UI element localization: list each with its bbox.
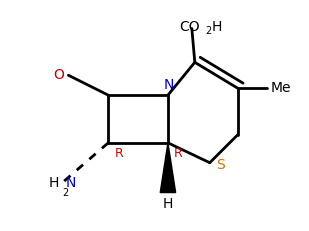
Text: H: H: [163, 197, 173, 211]
Text: CO: CO: [180, 20, 200, 34]
Text: R: R: [173, 147, 182, 160]
Text: H: H: [212, 20, 222, 34]
Text: H: H: [49, 176, 59, 190]
Text: Me: Me: [271, 81, 291, 95]
Text: 2: 2: [62, 188, 68, 198]
Text: N: N: [66, 176, 77, 190]
Text: N: N: [164, 78, 174, 92]
Polygon shape: [160, 143, 176, 192]
Text: R: R: [114, 147, 123, 160]
Text: S: S: [216, 158, 225, 172]
Text: 2: 2: [206, 26, 212, 36]
Text: O: O: [53, 68, 64, 82]
